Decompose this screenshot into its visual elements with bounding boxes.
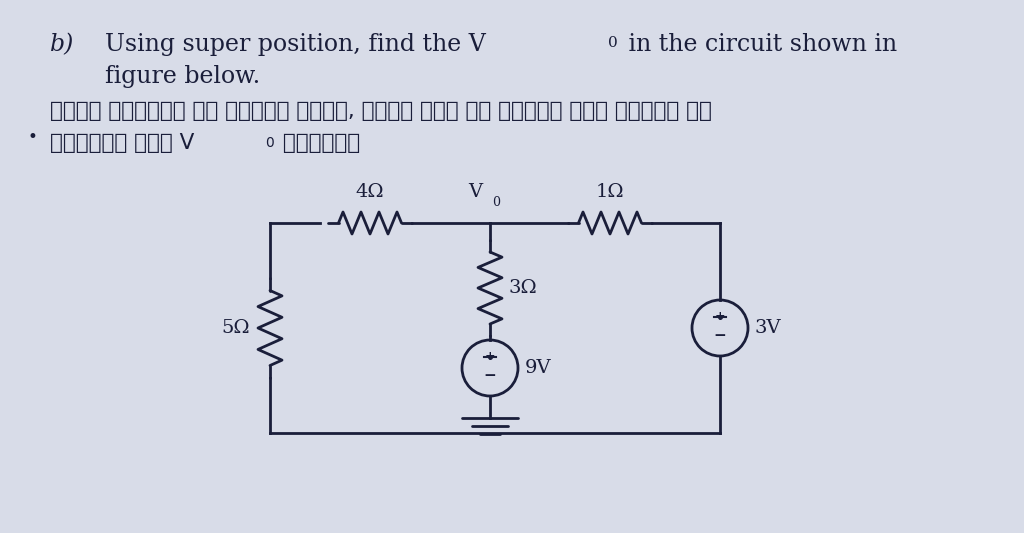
Text: figure below.: figure below. [105,65,260,88]
Text: −: − [483,369,497,383]
Text: −: − [714,329,726,343]
Text: सुपर पोजिशन का उपयोग करके, नीचे दिए गए चित्र में दिखाए गए: सुपर पोजिशन का उपयोग करके, नीचे दिए गए च… [50,101,712,121]
Text: 3V: 3V [755,319,781,337]
Text: 0: 0 [265,136,273,150]
Text: •: • [28,128,38,146]
Text: b): b) [50,33,75,56]
Text: 0: 0 [492,196,500,209]
Text: +: + [484,350,496,363]
Text: 5Ω: 5Ω [221,319,250,337]
Text: खोजें।: खोजें। [276,133,360,153]
Text: +: + [715,310,725,323]
Text: in the circuit shown in: in the circuit shown in [621,33,897,56]
Text: सर्किट में V: सर्किट में V [50,133,195,153]
Text: V: V [468,183,482,201]
Text: Using super position, find the V: Using super position, find the V [105,33,485,56]
Text: 3Ω: 3Ω [508,279,537,297]
Text: 1Ω: 1Ω [596,183,625,201]
Text: 4Ω: 4Ω [355,183,384,201]
Text: 9V: 9V [525,359,552,377]
Text: 0: 0 [608,36,617,50]
